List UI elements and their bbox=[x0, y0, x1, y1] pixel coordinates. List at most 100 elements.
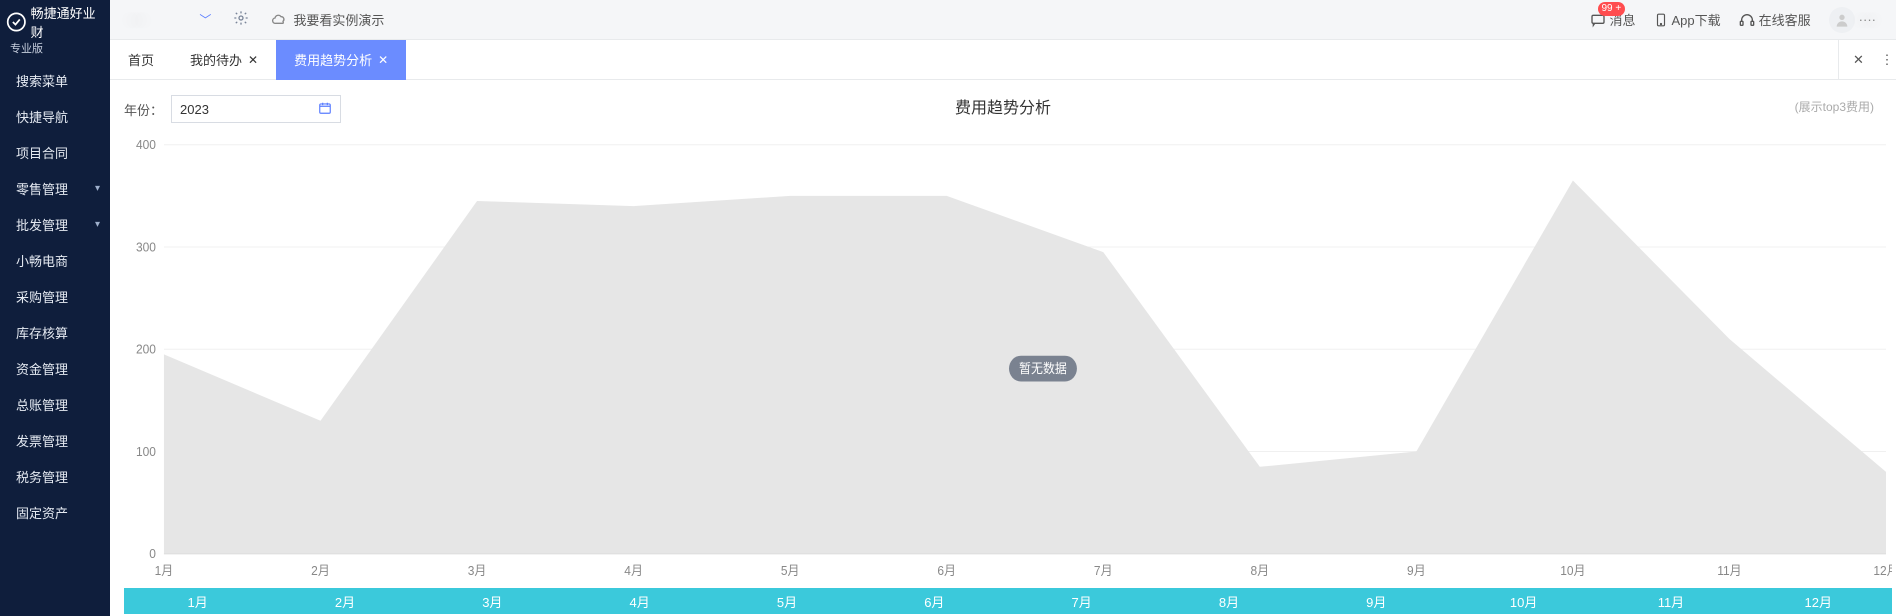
sidebar-item-7[interactable]: 库存核算 bbox=[0, 314, 110, 350]
sidebar-item-label: 总账管理 bbox=[16, 395, 68, 414]
month-cell-6[interactable]: 6月 bbox=[861, 588, 1008, 614]
sidebar-item-10[interactable]: 发票管理 bbox=[0, 422, 110, 458]
svg-text:12月: 12月 bbox=[1873, 564, 1892, 579]
sidebar-item-3[interactable]: 零售管理 ▾ bbox=[0, 170, 110, 206]
sidebar: 畅捷通好业财 专业版 搜索菜单快捷导航项目合同零售管理 ▾ 批发管理 ▾ 小畅电商采购管… bbox=[0, 0, 110, 616]
year-picker[interactable]: 2023 bbox=[171, 95, 341, 123]
sidebar-item-6[interactable]: 采购管理 bbox=[0, 278, 110, 314]
filter-row: 年份： 2023 bbox=[124, 94, 1892, 124]
sidebar-item-label: 库存核算 bbox=[16, 323, 68, 342]
month-cell-3[interactable]: 3月 bbox=[419, 588, 566, 614]
sidebar-item-12[interactable]: 固定资产 bbox=[0, 494, 110, 530]
svg-text:0: 0 bbox=[149, 547, 156, 562]
tab-close-icon[interactable]: ✕ bbox=[378, 53, 388, 67]
sidebar-item-8[interactable]: 资金管理 bbox=[0, 350, 110, 386]
tab-label: 费用趋势分析 bbox=[294, 50, 372, 69]
sidebar-item-9[interactable]: 总账管理 bbox=[0, 386, 110, 422]
svg-text:10月: 10月 bbox=[1560, 564, 1585, 579]
chart-note: (展示top3费用) bbox=[1795, 98, 1874, 115]
month-cell-7[interactable]: 7月 bbox=[1008, 588, 1155, 614]
sidebar-item-0[interactable]: 搜索菜单 bbox=[0, 62, 110, 98]
avatar-icon bbox=[1829, 7, 1855, 33]
svg-text:8月: 8月 bbox=[1250, 564, 1269, 579]
sidebar-item-label: 零售管理 bbox=[16, 179, 68, 198]
sidebar-item-label: 采购管理 bbox=[16, 287, 68, 306]
tab-0[interactable]: 首页 bbox=[110, 40, 172, 80]
svg-text:1月: 1月 bbox=[155, 564, 174, 579]
svg-text:300: 300 bbox=[136, 240, 156, 255]
year-label: 年份： bbox=[124, 100, 163, 119]
svg-text:400: 400 bbox=[136, 138, 156, 153]
brand-edition: 专业版 bbox=[0, 40, 110, 62]
brand-logo-icon bbox=[6, 11, 27, 33]
svg-text:3月: 3月 bbox=[468, 564, 487, 579]
chart: 01002003004001月2月3月4月5月6月7月8月9月10月11月12月… bbox=[124, 134, 1892, 586]
month-strip: 1月2月3月4月5月6月7月8月9月10月11月12月 bbox=[124, 588, 1892, 614]
headset-icon bbox=[1739, 12, 1755, 28]
sidebar-item-label: 快捷导航 bbox=[16, 107, 68, 126]
sidebar-item-label: 小畅电商 bbox=[16, 251, 68, 270]
sidebar-item-1[interactable]: 快捷导航 bbox=[0, 98, 110, 134]
svg-text:200: 200 bbox=[136, 342, 156, 357]
caret-down-icon: ▾ bbox=[95, 183, 100, 194]
svg-text:2月: 2月 bbox=[311, 564, 330, 579]
tab-label: 我的待办 bbox=[190, 50, 242, 69]
month-cell-8[interactable]: 8月 bbox=[1155, 588, 1302, 614]
svg-text:100: 100 bbox=[136, 444, 156, 459]
tab-2[interactable]: 费用趋势分析 ✕ bbox=[276, 40, 406, 80]
svg-text:11月: 11月 bbox=[1717, 564, 1741, 579]
app-download-button[interactable]: App下载 bbox=[1654, 10, 1721, 29]
month-cell-5[interactable]: 5月 bbox=[713, 588, 860, 614]
sidebar-item-4[interactable]: 批发管理 ▾ bbox=[0, 206, 110, 242]
chevron-down-icon: ﹀ bbox=[199, 11, 211, 28]
sidebar-item-label: 搜索菜单 bbox=[16, 71, 68, 90]
svg-text:7月: 7月 bbox=[1094, 564, 1113, 579]
sidebar-item-11[interactable]: 税务管理 bbox=[0, 458, 110, 494]
month-cell-2[interactable]: 2月 bbox=[271, 588, 418, 614]
sidebar-item-label: 发票管理 bbox=[16, 431, 68, 450]
tabs-close-button[interactable]: ✕ bbox=[1838, 40, 1878, 80]
month-cell-10[interactable]: 10月 bbox=[1450, 588, 1597, 614]
month-cell-4[interactable]: 4月 bbox=[566, 588, 713, 614]
sidebar-item-label: 税务管理 bbox=[16, 467, 68, 486]
month-cell-9[interactable]: 9月 bbox=[1303, 588, 1450, 614]
calendar-icon bbox=[318, 101, 332, 118]
cloud-icon bbox=[271, 12, 287, 28]
sidebar-item-label: 批发管理 bbox=[16, 215, 68, 234]
user-menu[interactable]: ···· bbox=[1829, 7, 1876, 33]
brand-name: 畅捷通好业财 bbox=[31, 3, 104, 41]
demo-label: 我要看实例演示 bbox=[293, 10, 384, 29]
tabs-more-button[interactable]: ⋮ bbox=[1878, 40, 1896, 80]
month-cell-11[interactable]: 11月 bbox=[1597, 588, 1744, 614]
month-cell-12[interactable]: 12月 bbox=[1745, 588, 1892, 614]
topbar: ···· ﹀ 我要看实例演示 99 + 消息 App下载 在线客服 ···· bbox=[110, 0, 1896, 40]
month-cell-1[interactable]: 1月 bbox=[124, 588, 271, 614]
sidebar-item-label: 固定资产 bbox=[16, 503, 68, 522]
svg-text:5月: 5月 bbox=[781, 564, 800, 579]
year-value: 2023 bbox=[180, 102, 318, 117]
tab-1[interactable]: 我的待办 ✕ bbox=[172, 40, 276, 80]
tab-bar: 首页 我的待办 ✕ 费用趋势分析 ✕ ✕ ⋮ bbox=[110, 40, 1896, 80]
demo-link[interactable]: 我要看实例演示 bbox=[271, 10, 384, 29]
phone-icon bbox=[1654, 12, 1668, 28]
tab-close-icon[interactable]: ✕ bbox=[248, 53, 258, 67]
app-download-label: App下载 bbox=[1672, 10, 1721, 29]
org-picker[interactable]: ···· ﹀ bbox=[118, 6, 221, 34]
gear-icon[interactable] bbox=[229, 10, 253, 29]
user-name: ···· bbox=[1859, 12, 1876, 27]
org-name: ···· bbox=[128, 12, 145, 27]
content-area: 年份： 2023 费用趋势分析 (展示top3费用) 0100200300400… bbox=[110, 80, 1896, 616]
caret-down-icon: ▾ bbox=[95, 219, 100, 230]
messages-button[interactable]: 99 + 消息 bbox=[1590, 10, 1636, 29]
sidebar-item-2[interactable]: 项目合同 bbox=[0, 134, 110, 170]
svg-text:9月: 9月 bbox=[1407, 564, 1426, 579]
svg-text:4月: 4月 bbox=[624, 564, 643, 579]
customer-service-label: 在线客服 bbox=[1759, 10, 1811, 29]
tab-label: 首页 bbox=[128, 50, 154, 69]
brand: 畅捷通好业财 bbox=[0, 0, 110, 40]
sidebar-item-label: 资金管理 bbox=[16, 359, 68, 378]
sidebar-item-label: 项目合同 bbox=[16, 143, 68, 162]
sidebar-item-5[interactable]: 小畅电商 bbox=[0, 242, 110, 278]
svg-text:暂无数据: 暂无数据 bbox=[1019, 360, 1067, 376]
customer-service-button[interactable]: 在线客服 bbox=[1739, 10, 1811, 29]
